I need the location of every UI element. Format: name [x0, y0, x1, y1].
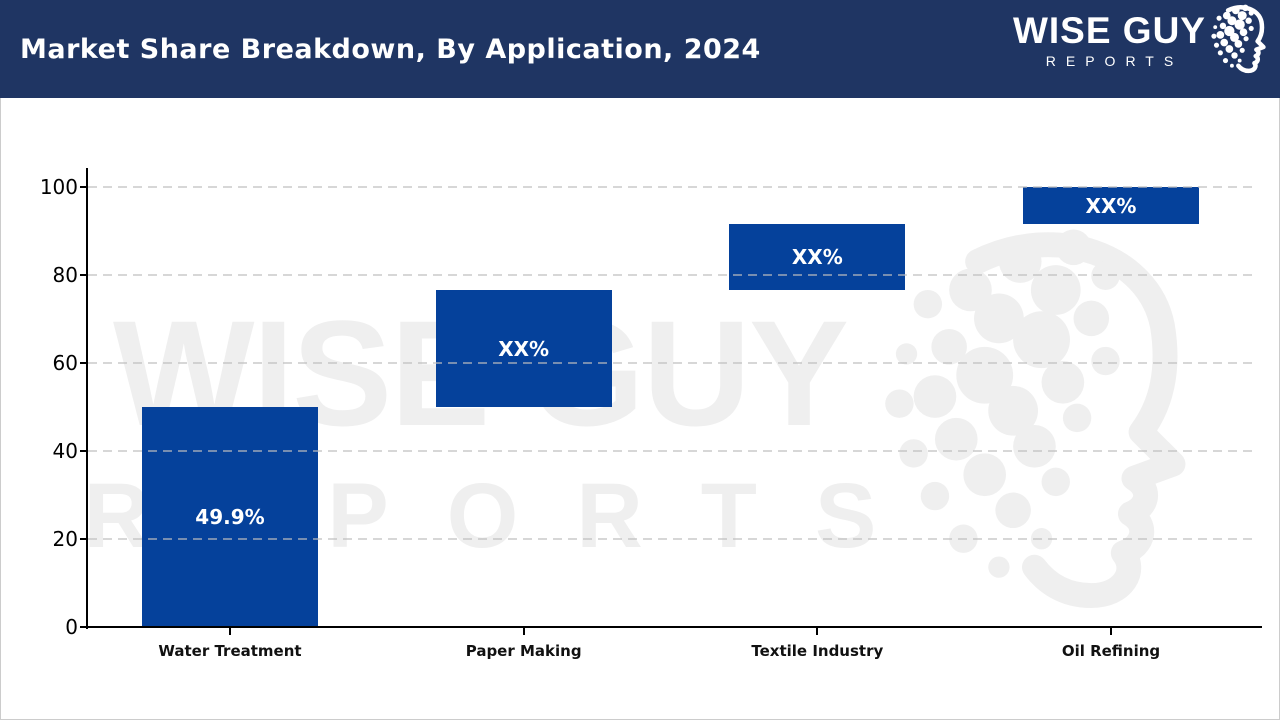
y-axis-tick [80, 626, 88, 628]
y-axis-tick-label: 60 [52, 351, 78, 375]
y-axis-tick [80, 362, 88, 364]
x-category-label-water-treatment: Water Treatment [158, 642, 302, 660]
x-category-label-paper-making: Paper Making [465, 642, 582, 660]
x-axis-tick [816, 628, 819, 635]
bar-value-label: XX% [498, 336, 550, 361]
bar-water-treatment [142, 407, 318, 627]
x-axis-line [86, 626, 1262, 628]
y-axis-tick-label: 100 [39, 175, 78, 199]
waterfall-chart: 0 20 40 60 80 100 49.9% Water Treatment XX% Paper… [0, 98, 1280, 720]
y-axis-tick [80, 186, 88, 188]
y-axis-tick-label: 20 [52, 527, 78, 551]
logo-wordmark-line1: WISE GUY [1012, 10, 1206, 52]
bar-value-label: 49.9% [195, 505, 265, 530]
y-axis-line [86, 168, 88, 629]
gridline-100 [88, 186, 1255, 188]
y-axis-tick [80, 274, 88, 276]
x-category-label-oil-refining: Oil Refining [1061, 642, 1161, 660]
y-axis-tick-label: 0 [65, 615, 78, 639]
x-axis-tick [522, 628, 525, 635]
gridline-20 [88, 538, 1255, 540]
x-category-label-textile-industry: Textile Industry [751, 642, 884, 660]
x-axis-tick [1110, 628, 1112, 635]
wise-guy-reports-logo: WISE GUY REPORTS [1013, 4, 1268, 76]
gridline-60 [88, 362, 1255, 364]
y-axis-tick-label: 80 [52, 263, 78, 287]
y-axis-tick [80, 538, 88, 540]
bar-textile-industry [729, 224, 906, 291]
bar-value-label: XX% [1085, 193, 1137, 218]
page-title: Market Share Breakdown, By Application, … [20, 33, 761, 65]
logo-wordmark-line2: REPORTS [1045, 52, 1184, 69]
y-axis-tick-label: 40 [52, 439, 78, 463]
bar-oil-refining [1023, 187, 1199, 225]
dotted-face-profile-icon [1210, 4, 1268, 76]
bar-paper-making [435, 290, 612, 408]
x-axis-tick [229, 628, 231, 635]
y-axis-tick [80, 450, 88, 452]
header-bar: Market Share Breakdown, By Application, … [0, 0, 1280, 98]
logo-wordmark: WISE GUY REPORTS [1012, 10, 1206, 69]
gridline-80 [88, 274, 1255, 276]
gridline-40 [88, 450, 1255, 452]
bar-value-label: XX% [791, 245, 843, 270]
